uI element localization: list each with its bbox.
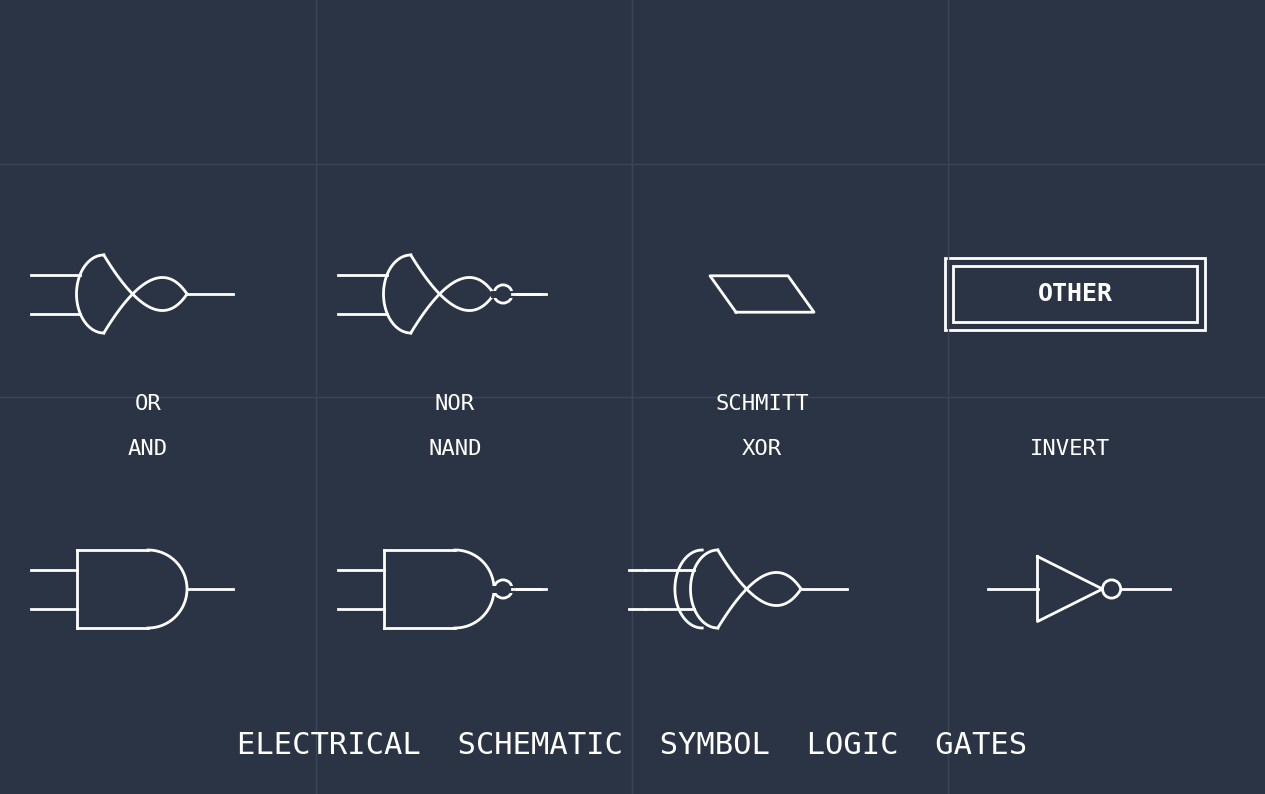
Text: OTHER: OTHER: [1037, 282, 1112, 306]
Text: XOR: XOR: [743, 439, 782, 459]
Bar: [953, 266, 1197, 322]
Bar: [945, 258, 1206, 330]
Text: OR: OR: [134, 394, 162, 414]
Text: AND: AND: [128, 439, 168, 459]
Text: NAND: NAND: [429, 439, 482, 459]
Text: ELECTRICAL  SCHEMATIC  SYMBOL  LOGIC  GATES: ELECTRICAL SCHEMATIC SYMBOL LOGIC GATES: [237, 731, 1027, 761]
Text: SCHMITT: SCHMITT: [715, 394, 808, 414]
Text: NOR: NOR: [435, 394, 476, 414]
Text: INVERT: INVERT: [1030, 439, 1111, 459]
